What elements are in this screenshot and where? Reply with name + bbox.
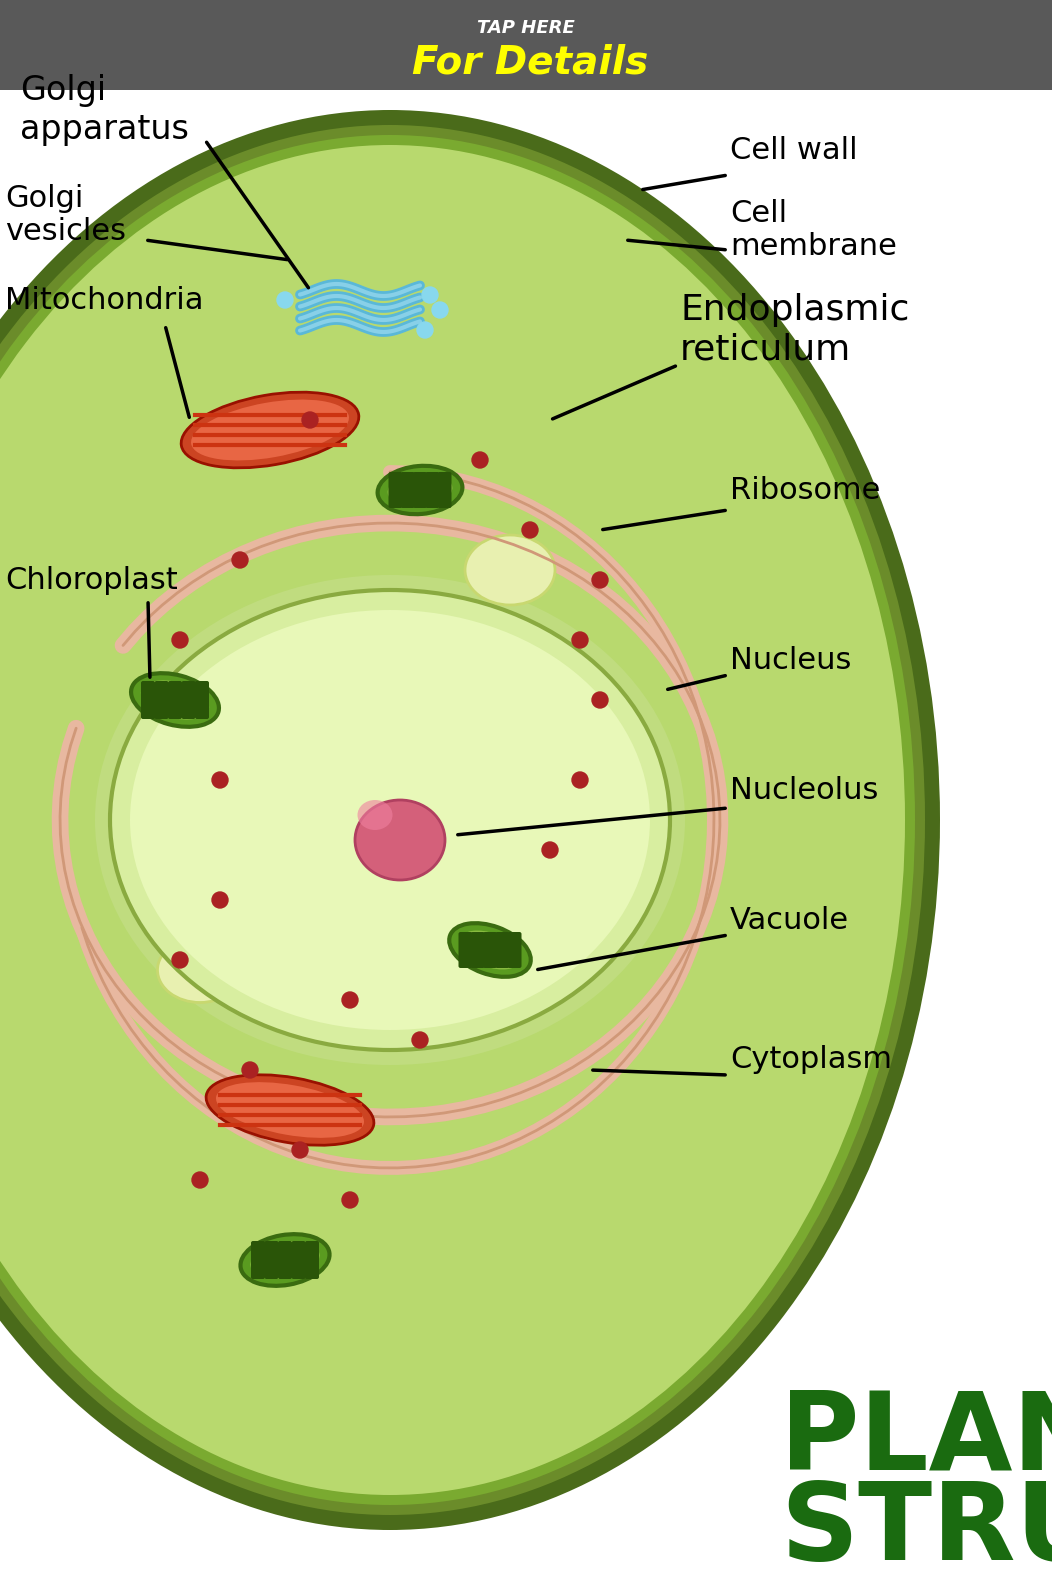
Ellipse shape <box>132 673 219 727</box>
Text: Golgi
vesicles: Golgi vesicles <box>5 184 126 246</box>
Ellipse shape <box>465 534 555 605</box>
Ellipse shape <box>141 681 209 720</box>
Ellipse shape <box>355 801 445 879</box>
FancyBboxPatch shape <box>168 681 182 719</box>
Circle shape <box>572 632 588 648</box>
FancyBboxPatch shape <box>0 0 1052 90</box>
FancyBboxPatch shape <box>459 931 472 968</box>
FancyBboxPatch shape <box>413 471 427 507</box>
Ellipse shape <box>206 1075 373 1146</box>
FancyBboxPatch shape <box>507 931 522 968</box>
Text: For Details: For Details <box>412 43 648 80</box>
Ellipse shape <box>181 392 359 468</box>
Circle shape <box>292 1143 308 1158</box>
Circle shape <box>572 772 588 788</box>
Circle shape <box>232 552 248 567</box>
FancyBboxPatch shape <box>195 681 209 719</box>
Text: Cell wall: Cell wall <box>730 136 857 164</box>
Text: Nucleolus: Nucleolus <box>730 775 878 804</box>
Circle shape <box>417 322 433 337</box>
FancyBboxPatch shape <box>155 681 168 719</box>
Text: TAP HERE: TAP HERE <box>478 19 574 36</box>
Circle shape <box>171 952 188 968</box>
Text: Vacuole: Vacuole <box>730 906 849 935</box>
Ellipse shape <box>110 589 670 1050</box>
Ellipse shape <box>0 136 915 1505</box>
Circle shape <box>342 991 358 1009</box>
Circle shape <box>422 287 438 303</box>
Circle shape <box>342 1191 358 1207</box>
FancyBboxPatch shape <box>305 1240 319 1280</box>
Circle shape <box>432 303 448 318</box>
FancyBboxPatch shape <box>182 681 196 719</box>
FancyBboxPatch shape <box>401 471 414 507</box>
Text: Nucleus: Nucleus <box>730 646 851 675</box>
Circle shape <box>302 411 318 429</box>
FancyBboxPatch shape <box>264 1240 279 1280</box>
Ellipse shape <box>0 110 940 1530</box>
Text: Golgi
apparatus: Golgi apparatus <box>20 74 189 145</box>
Text: Cell
membrane: Cell membrane <box>730 199 897 262</box>
Circle shape <box>277 292 294 307</box>
Circle shape <box>412 1032 428 1048</box>
Circle shape <box>472 452 488 468</box>
Text: Chloroplast: Chloroplast <box>5 566 178 594</box>
Ellipse shape <box>387 473 452 507</box>
FancyBboxPatch shape <box>278 1240 292 1280</box>
Circle shape <box>592 572 608 588</box>
Text: Mitochondria: Mitochondria <box>5 285 203 315</box>
FancyBboxPatch shape <box>388 471 403 507</box>
Ellipse shape <box>216 1083 364 1138</box>
FancyBboxPatch shape <box>251 1240 265 1280</box>
Circle shape <box>171 632 188 648</box>
Ellipse shape <box>378 466 463 514</box>
Ellipse shape <box>449 924 531 977</box>
Ellipse shape <box>459 930 521 969</box>
Text: PLANT CEL: PLANT CEL <box>780 1387 1052 1492</box>
FancyBboxPatch shape <box>291 1240 305 1280</box>
Circle shape <box>592 692 608 708</box>
Circle shape <box>542 842 558 857</box>
FancyBboxPatch shape <box>470 931 485 968</box>
FancyBboxPatch shape <box>483 931 497 968</box>
Ellipse shape <box>158 938 243 1002</box>
Text: Ribosome: Ribosome <box>730 476 881 504</box>
Ellipse shape <box>358 801 392 831</box>
FancyBboxPatch shape <box>0 90 1052 1576</box>
FancyBboxPatch shape <box>438 471 451 507</box>
Circle shape <box>193 1173 208 1188</box>
FancyBboxPatch shape <box>425 471 440 507</box>
Circle shape <box>213 772 228 788</box>
Ellipse shape <box>95 575 685 1065</box>
FancyBboxPatch shape <box>141 681 155 719</box>
Ellipse shape <box>0 125 925 1515</box>
Circle shape <box>213 892 228 908</box>
Ellipse shape <box>130 610 650 1031</box>
Circle shape <box>242 1062 258 1078</box>
Text: Endoplasmic
reticulum: Endoplasmic reticulum <box>680 293 909 367</box>
Ellipse shape <box>440 939 540 1020</box>
Text: STRUCTUR: STRUCTUR <box>780 1477 1052 1576</box>
Ellipse shape <box>241 1234 329 1286</box>
Ellipse shape <box>0 145 905 1496</box>
Ellipse shape <box>250 1242 320 1278</box>
Text: Cytoplasm: Cytoplasm <box>730 1045 892 1075</box>
Circle shape <box>522 522 538 537</box>
Ellipse shape <box>191 400 349 460</box>
FancyBboxPatch shape <box>495 931 509 968</box>
